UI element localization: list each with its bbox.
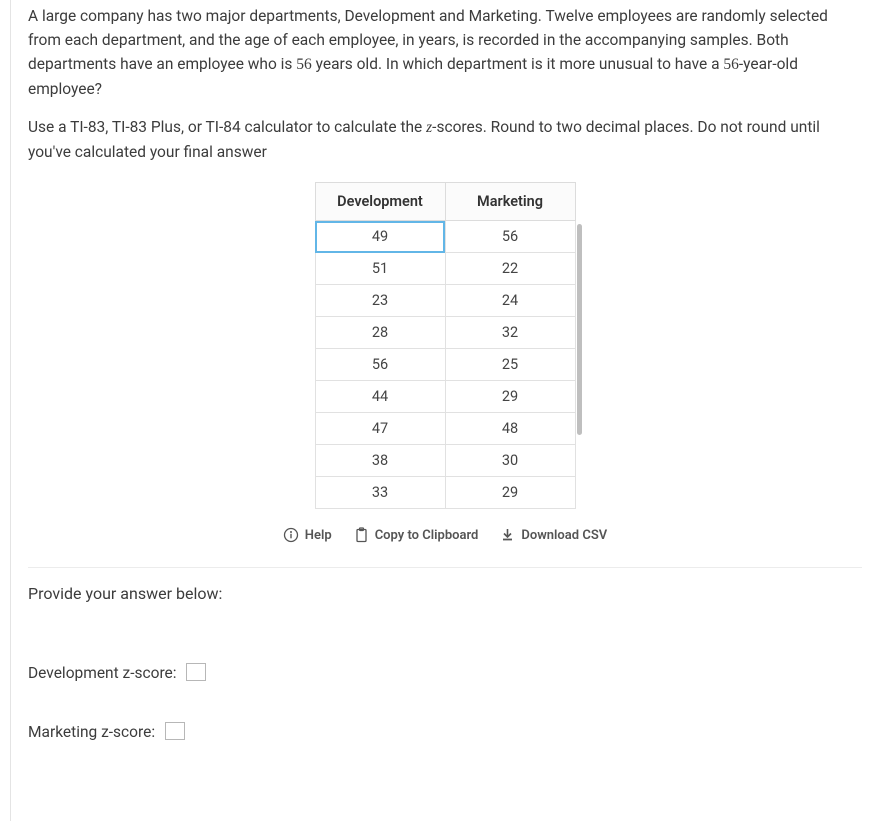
col-header-development[interactable]: Development	[315, 183, 445, 221]
table-cell[interactable]: 23	[315, 285, 445, 317]
mkt-zscore-input[interactable]	[165, 722, 185, 740]
download-button[interactable]: Download CSV	[500, 527, 607, 543]
table-cell[interactable]: 29	[445, 381, 575, 413]
table-cell[interactable]: 24	[445, 285, 575, 317]
info-icon	[283, 527, 299, 543]
download-icon	[500, 527, 515, 543]
table-cell[interactable]: 29	[445, 477, 575, 509]
copy-button[interactable]: Copy to Clipboard	[354, 527, 479, 543]
answer-prompt: Provide your answer below:	[28, 584, 862, 603]
download-label: Download CSV	[521, 528, 607, 543]
q-n1: 56	[296, 56, 312, 73]
q-n2: 56	[723, 56, 739, 73]
table-cell[interactable]: 25	[445, 349, 575, 381]
table-cell[interactable]: 49	[315, 221, 445, 253]
table-cell[interactable]: 30	[445, 445, 575, 477]
table-cell[interactable]: 56	[445, 221, 575, 253]
table-cell[interactable]: 32	[445, 317, 575, 349]
copy-label: Copy to Clipboard	[375, 528, 479, 543]
mkt-zscore-label: Marketing z-score:	[28, 723, 155, 741]
question-text: A large company has two major department…	[28, 0, 862, 164]
section-divider	[28, 567, 862, 568]
table-cell[interactable]: 28	[315, 317, 445, 349]
data-table[interactable]: Development Marketing 495651222324283256…	[315, 182, 576, 509]
table-toolbar: Help Copy to Clipboard Download CSV	[28, 527, 862, 543]
col-header-marketing[interactable]: Marketing	[445, 183, 575, 221]
dev-zscore-input[interactable]	[186, 663, 206, 681]
table-cell[interactable]: 51	[315, 253, 445, 285]
q-p2-a: Use a TI-83, TI-83 Plus, or TI-84 calcul…	[28, 118, 426, 136]
table-cell[interactable]: 48	[445, 413, 575, 445]
table-cell[interactable]: 38	[315, 445, 445, 477]
table-scrollbar[interactable]	[577, 224, 582, 505]
table-cell[interactable]: 44	[315, 381, 445, 413]
q-p1-b: years old. In which department is it mor…	[312, 55, 724, 73]
table-cell[interactable]: 22	[445, 253, 575, 285]
table-cell[interactable]: 33	[315, 477, 445, 509]
clipboard-icon	[354, 527, 369, 543]
table-cell[interactable]: 56	[315, 349, 445, 381]
dev-zscore-label: Development z-score:	[28, 664, 177, 682]
table-cell[interactable]: 47	[315, 413, 445, 445]
help-button[interactable]: Help	[283, 527, 332, 543]
help-label: Help	[305, 528, 332, 543]
